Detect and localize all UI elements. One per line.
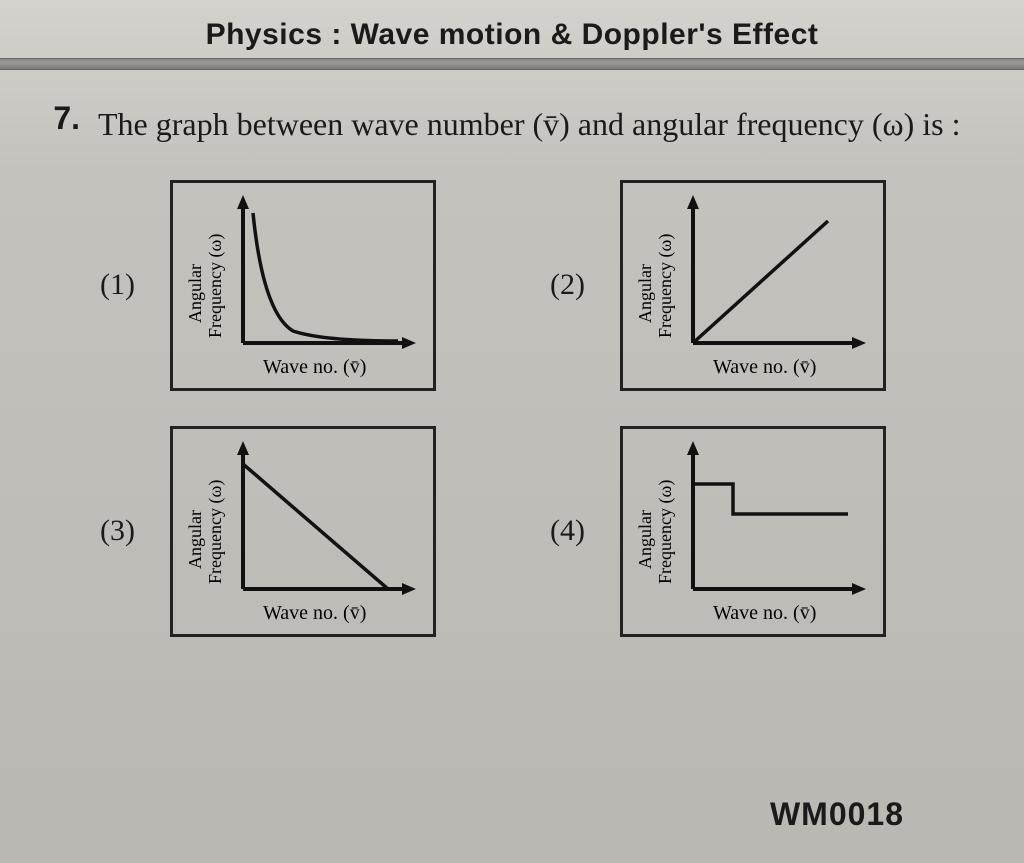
option-1[interactable]: (1) Angular Frequency (ω)	[100, 180, 520, 391]
axes-4	[687, 441, 866, 595]
options-grid: (1) Angular Frequency (ω)	[0, 180, 1024, 637]
watermark-code: WM0018	[770, 796, 904, 833]
xlabel-3: Wave no. (v̄)	[263, 602, 366, 624]
ylabel2-a: Angular	[635, 264, 655, 323]
option-1-graph: Angular Frequency (ω) Wave no. (v̄)	[170, 180, 436, 391]
curve-2	[693, 221, 828, 343]
option-2-label: (2)	[550, 268, 600, 302]
divider	[0, 58, 1024, 70]
option-row-1: (1) Angular Frequency (ω)	[100, 180, 1024, 391]
option-3[interactable]: (3) Angular Frequency (ω) Wave no. (v̄)	[100, 426, 520, 637]
xlabel-2: Wave no. (v̄)	[713, 356, 816, 378]
ylabel2-b: Frequency (ω)	[655, 233, 676, 337]
curve-3	[243, 464, 388, 589]
curve-4	[693, 484, 848, 514]
xlabel-4: Wave no. (v̄)	[713, 602, 816, 624]
option-4-graph: Angular Frequency (ω) Wave no. (v̄)	[620, 426, 886, 637]
page-title: Physics : Wave motion & Doppler's Effect	[0, 18, 1024, 52]
option-1-label: (1)	[100, 268, 150, 302]
graph-svg-1: Angular Frequency (ω) Wave no. (v̄)	[173, 183, 433, 388]
graph-svg-2: Angular Frequency (ω) Wave no. (v̄)	[623, 183, 883, 388]
option-3-label: (3)	[100, 514, 150, 548]
option-4-label: (4)	[550, 514, 600, 548]
option-2[interactable]: (2) Angular Frequency (ω) Wave no. (v̄)	[550, 180, 970, 391]
option-3-graph: Angular Frequency (ω) Wave no. (v̄)	[170, 426, 436, 637]
xlabel-1: Wave no. (v̄)	[263, 356, 366, 378]
ylabel1-a: Angular	[185, 264, 205, 323]
option-4[interactable]: (4) Angular Frequency (ω) Wave n	[550, 426, 970, 637]
page: Physics : Wave motion & Doppler's Effect…	[0, 0, 1024, 863]
graph-svg-3: Angular Frequency (ω) Wave no. (v̄)	[173, 429, 433, 634]
ylabel4-b: Frequency (ω)	[655, 479, 676, 583]
question-number: 7.	[10, 100, 98, 137]
option-row-2: (3) Angular Frequency (ω) Wave no. (v̄)	[100, 426, 1024, 637]
curve-1	[253, 213, 398, 341]
graph-svg-4: Angular Frequency (ω) Wave no. (v̄)	[623, 429, 883, 634]
ylabel4-a: Angular	[635, 510, 655, 569]
question-row: 7. The graph between wave number (v̄) an…	[0, 100, 1024, 150]
ylabel3-a: Angular	[185, 510, 205, 569]
ylabel3-b: Frequency (ω)	[205, 479, 226, 583]
question-text: The graph between wave number (v̄) and a…	[98, 100, 960, 150]
option-2-graph: Angular Frequency (ω) Wave no. (v̄)	[620, 180, 886, 391]
axes-3	[237, 441, 416, 595]
ylabel1-b: Frequency (ω)	[205, 233, 226, 337]
